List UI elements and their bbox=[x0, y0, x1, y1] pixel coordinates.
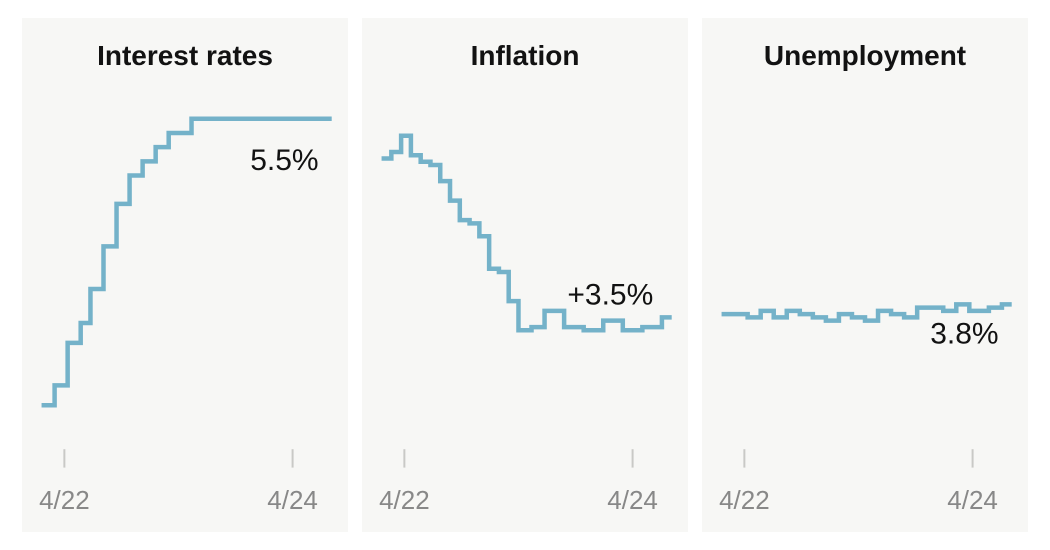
panel-title: Interest rates bbox=[22, 18, 348, 72]
chart-overlay: 3.8% 4/22 4/24 bbox=[702, 72, 1028, 532]
x-axis-label: 4/24 bbox=[607, 485, 658, 515]
value-label: 3.8% bbox=[930, 317, 998, 350]
panel-title: Unemployment bbox=[702, 18, 1028, 72]
panel-unemployment: Unemployment 3.8% 4/22 4/24 bbox=[702, 18, 1028, 532]
x-axis-label: 4/22 bbox=[39, 485, 90, 515]
panel-inflation: Inflation +3.5% 4/22 4/24 bbox=[362, 18, 688, 532]
panel-title: Inflation bbox=[362, 18, 688, 72]
chart-overlay: +3.5% 4/22 4/24 bbox=[362, 72, 688, 532]
chart-area: 3.8% 4/22 4/24 bbox=[702, 72, 1028, 532]
x-axis-label: 4/22 bbox=[379, 485, 430, 515]
x-axis-label: 4/22 bbox=[719, 485, 770, 515]
value-label: +3.5% bbox=[567, 278, 653, 311]
x-axis-label: 4/24 bbox=[267, 485, 318, 515]
chart-panels: Interest rates 5.5% 4/22 4/24 Inflation +3… bbox=[0, 0, 1050, 550]
chart-area: +3.5% 4/22 4/24 bbox=[362, 72, 688, 532]
panel-interest-rates: Interest rates 5.5% 4/22 4/24 bbox=[22, 18, 348, 532]
chart-overlay: 5.5% 4/22 4/24 bbox=[22, 72, 348, 532]
chart-area: 5.5% 4/22 4/24 bbox=[22, 72, 348, 532]
value-label: 5.5% bbox=[250, 144, 318, 177]
x-axis-label: 4/24 bbox=[947, 485, 998, 515]
